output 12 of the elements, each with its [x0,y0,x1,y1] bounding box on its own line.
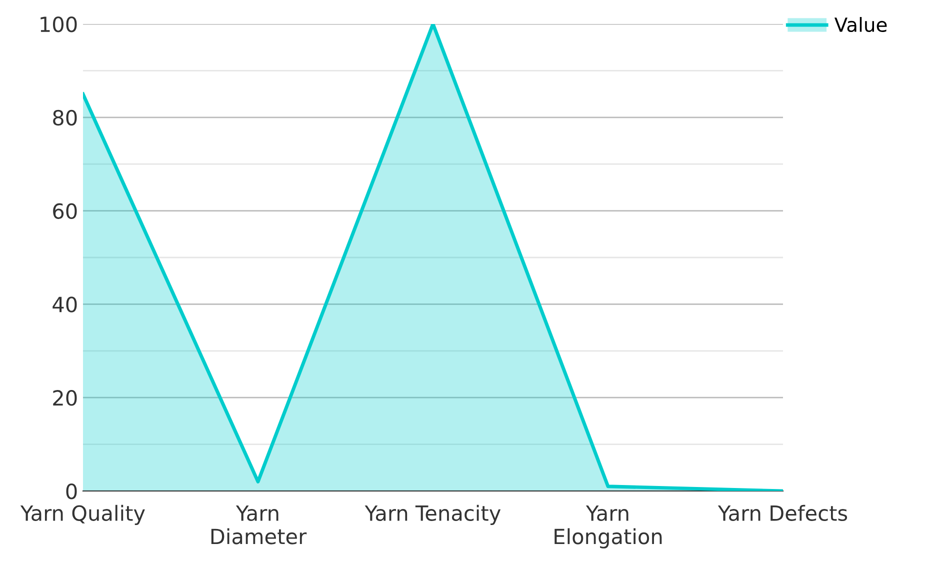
x-tick-label: Yarn Tenacity [364,504,501,526]
y-tick-label: 60 [53,203,77,220]
x-tick-label: Yarn Elongation [554,506,662,548]
x-tick-label: Yarn Defects [718,504,848,522]
y-tick-label: 100 [40,16,77,32]
x-tick-label: Yarn Diameter [211,506,307,544]
legend-label: Value [834,16,887,32]
y-tick-label: 80 [53,110,77,126]
y-tick-label: 20 [53,390,77,406]
y-tick-label: 40 [52,296,77,312]
x-tick-label: Yarn Quality [20,504,145,526]
y-tick-label: 0 [66,483,77,500]
